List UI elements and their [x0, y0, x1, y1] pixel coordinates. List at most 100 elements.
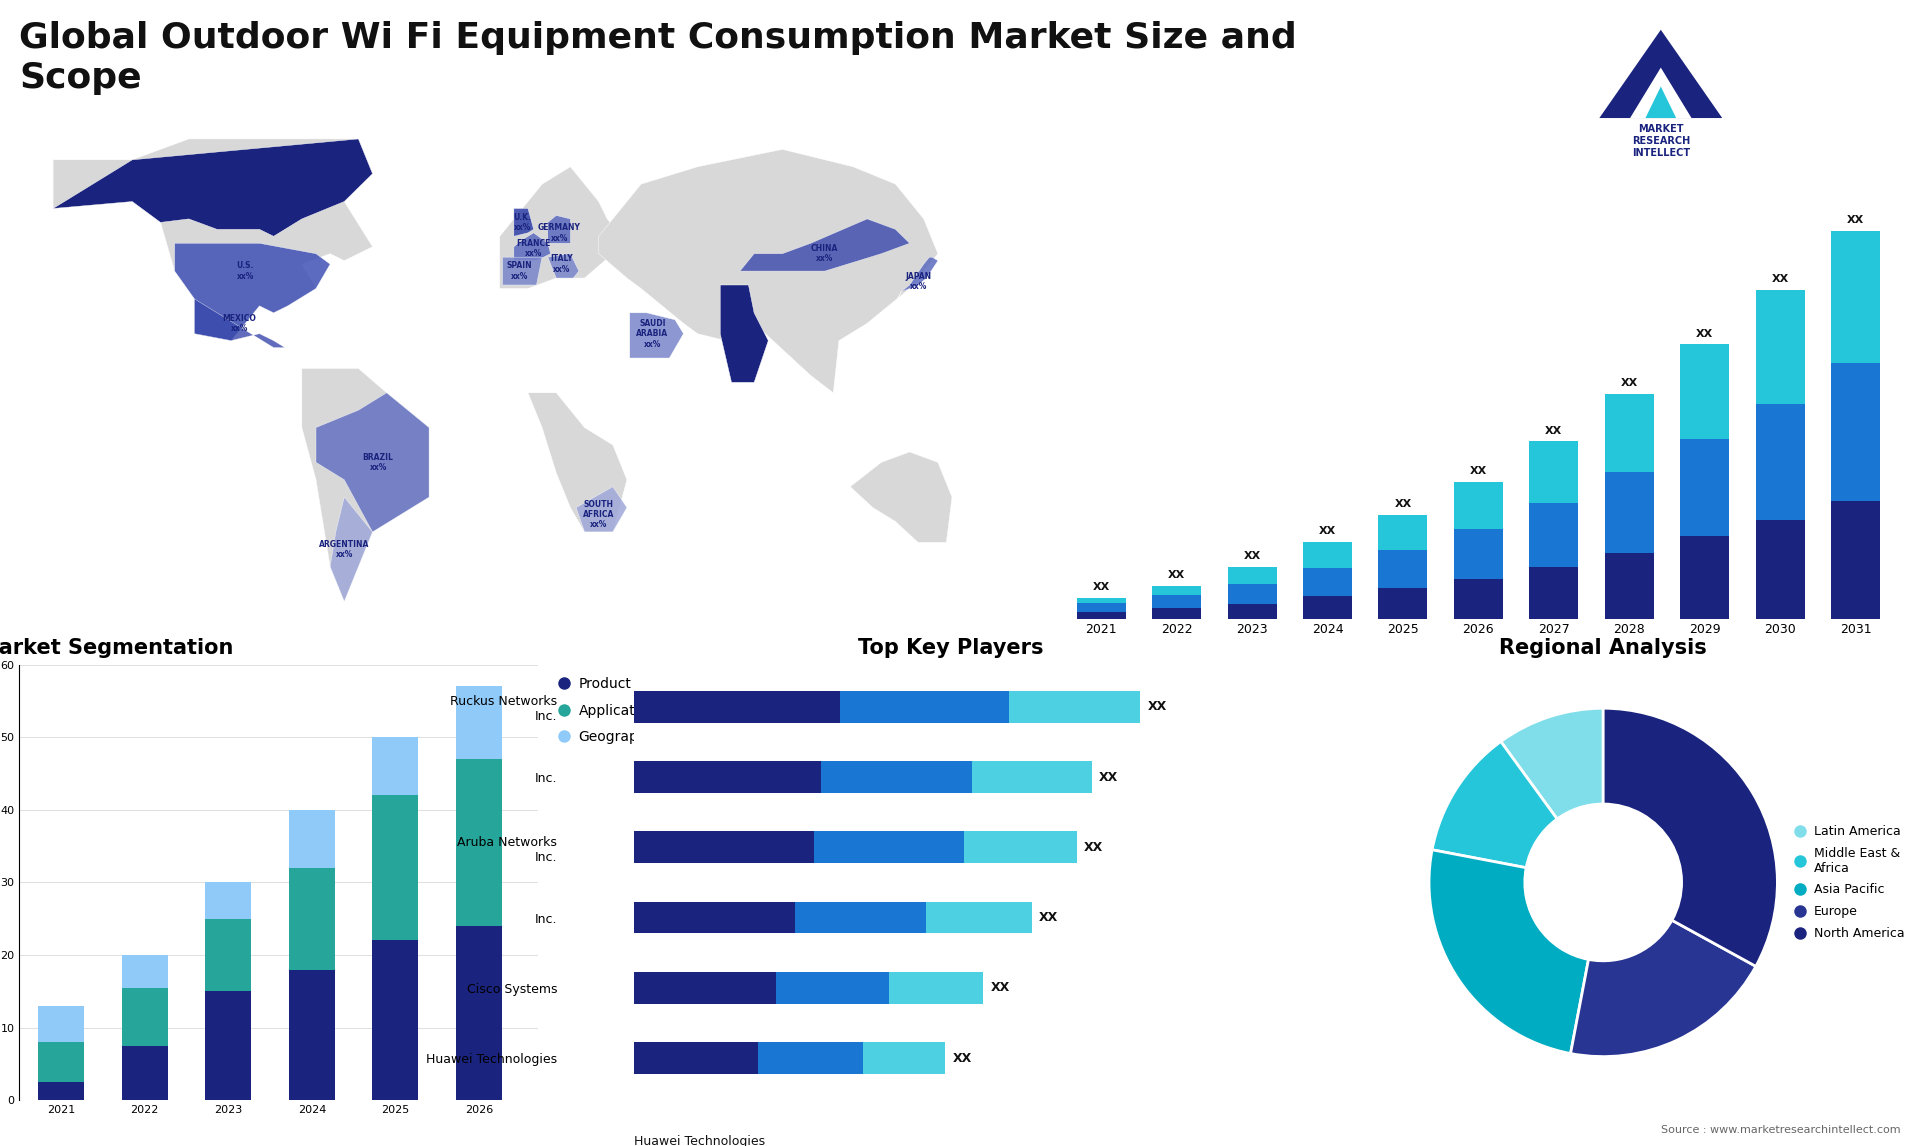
- Text: CANADA
xx%: CANADA xx%: [242, 185, 278, 204]
- Text: XX: XX: [1772, 274, 1789, 284]
- Polygon shape: [301, 369, 428, 602]
- Text: Market Segmentation: Market Segmentation: [0, 637, 232, 658]
- Polygon shape: [330, 497, 372, 602]
- Bar: [1304, 542, 1352, 567]
- Bar: [1453, 481, 1503, 529]
- Bar: [288, 868, 334, 970]
- Bar: [822, 761, 972, 793]
- Bar: [1077, 597, 1125, 603]
- Polygon shape: [1599, 30, 1722, 118]
- Polygon shape: [515, 209, 534, 236]
- Bar: [1832, 363, 1880, 501]
- Bar: [795, 902, 927, 933]
- Title: Regional Analysis: Regional Analysis: [1500, 637, 1707, 658]
- Bar: [964, 832, 1077, 863]
- Legend: Latin America, Middle East &
Africa, Asia Pacific, Europe, North America: Latin America, Middle East & Africa, Asi…: [1793, 819, 1908, 945]
- Bar: [758, 1042, 862, 1074]
- Bar: [1832, 501, 1880, 619]
- Wedge shape: [1432, 741, 1557, 868]
- Bar: [841, 691, 1010, 723]
- Text: ARGENTINA
xx%: ARGENTINA xx%: [319, 540, 369, 559]
- Bar: [1304, 596, 1352, 619]
- Wedge shape: [1571, 920, 1757, 1057]
- Bar: [634, 902, 795, 933]
- Text: GERMANY
xx%: GERMANY xx%: [538, 223, 580, 243]
- Bar: [1379, 550, 1427, 588]
- Bar: [1530, 567, 1578, 619]
- Bar: [38, 1006, 84, 1042]
- Bar: [1453, 529, 1503, 579]
- Text: XX: XX: [1148, 700, 1167, 713]
- Text: Source : www.marketresearchintellect.com: Source : www.marketresearchintellect.com: [1661, 1124, 1901, 1135]
- Polygon shape: [503, 257, 541, 285]
- Bar: [372, 737, 419, 795]
- Text: XX: XX: [1039, 911, 1058, 924]
- Text: XX: XX: [1085, 841, 1104, 854]
- Bar: [1453, 579, 1503, 619]
- Polygon shape: [851, 452, 952, 542]
- Polygon shape: [194, 299, 284, 347]
- Text: CHINA
xx%: CHINA xx%: [810, 244, 839, 264]
- Bar: [1680, 345, 1730, 439]
- Bar: [776, 972, 889, 1004]
- Text: MARKET
RESEARCH
INTELLECT: MARKET RESEARCH INTELLECT: [1632, 125, 1690, 157]
- Text: XX: XX: [1098, 770, 1119, 784]
- Bar: [38, 1082, 84, 1100]
- Text: SPAIN
xx%: SPAIN xx%: [507, 261, 532, 281]
- Polygon shape: [317, 393, 428, 532]
- Polygon shape: [1645, 87, 1676, 118]
- Text: XX: XX: [991, 981, 1010, 995]
- Bar: [1605, 552, 1653, 619]
- Bar: [862, 1042, 945, 1074]
- Bar: [1227, 567, 1277, 583]
- Bar: [1077, 612, 1125, 619]
- Bar: [205, 919, 252, 991]
- Text: INDIA
xx%: INDIA xx%: [735, 324, 760, 344]
- Text: MEXICO
xx%: MEXICO xx%: [223, 314, 257, 333]
- Polygon shape: [576, 487, 628, 532]
- Polygon shape: [54, 139, 372, 340]
- Bar: [1010, 691, 1140, 723]
- Bar: [1530, 503, 1578, 567]
- Polygon shape: [720, 285, 768, 383]
- Polygon shape: [630, 313, 684, 358]
- Bar: [1832, 231, 1880, 363]
- Polygon shape: [895, 257, 937, 303]
- Text: U.K.
xx%: U.K. xx%: [513, 213, 532, 233]
- Bar: [634, 972, 776, 1004]
- Text: ITALY
xx%: ITALY xx%: [551, 254, 574, 274]
- Polygon shape: [547, 253, 580, 278]
- Bar: [457, 759, 501, 926]
- Text: Huawei Technologies: Huawei Technologies: [634, 1135, 764, 1146]
- Bar: [1755, 519, 1805, 619]
- Bar: [634, 832, 814, 863]
- Text: FRANCE
xx%: FRANCE xx%: [516, 238, 551, 258]
- Bar: [1755, 290, 1805, 403]
- Bar: [1077, 603, 1125, 612]
- Polygon shape: [175, 243, 330, 340]
- Text: Global Outdoor Wi Fi Equipment Consumption Market Size and
Scope: Global Outdoor Wi Fi Equipment Consumpti…: [19, 21, 1296, 95]
- Text: XX: XX: [1092, 582, 1110, 591]
- Text: BRAZIL
xx%: BRAZIL xx%: [363, 453, 394, 472]
- Bar: [288, 970, 334, 1100]
- Bar: [1227, 604, 1277, 619]
- Bar: [205, 991, 252, 1100]
- Bar: [634, 691, 841, 723]
- Bar: [205, 882, 252, 919]
- Bar: [1530, 441, 1578, 503]
- Bar: [814, 832, 964, 863]
- Bar: [288, 810, 334, 868]
- Text: XX: XX: [952, 1052, 972, 1065]
- Bar: [1680, 439, 1730, 536]
- Text: U.S.
xx%: U.S. xx%: [236, 261, 253, 281]
- Wedge shape: [1428, 850, 1588, 1053]
- Bar: [121, 1045, 167, 1100]
- Text: XX: XX: [1620, 378, 1638, 388]
- Polygon shape: [1630, 68, 1692, 118]
- Text: XX: XX: [1695, 329, 1713, 339]
- Text: SOUTH
AFRICA
xx%: SOUTH AFRICA xx%: [584, 500, 614, 529]
- Bar: [927, 902, 1031, 933]
- Text: SAUDI
ARABIA
xx%: SAUDI ARABIA xx%: [636, 319, 668, 348]
- Bar: [1304, 567, 1352, 596]
- Bar: [1605, 472, 1653, 552]
